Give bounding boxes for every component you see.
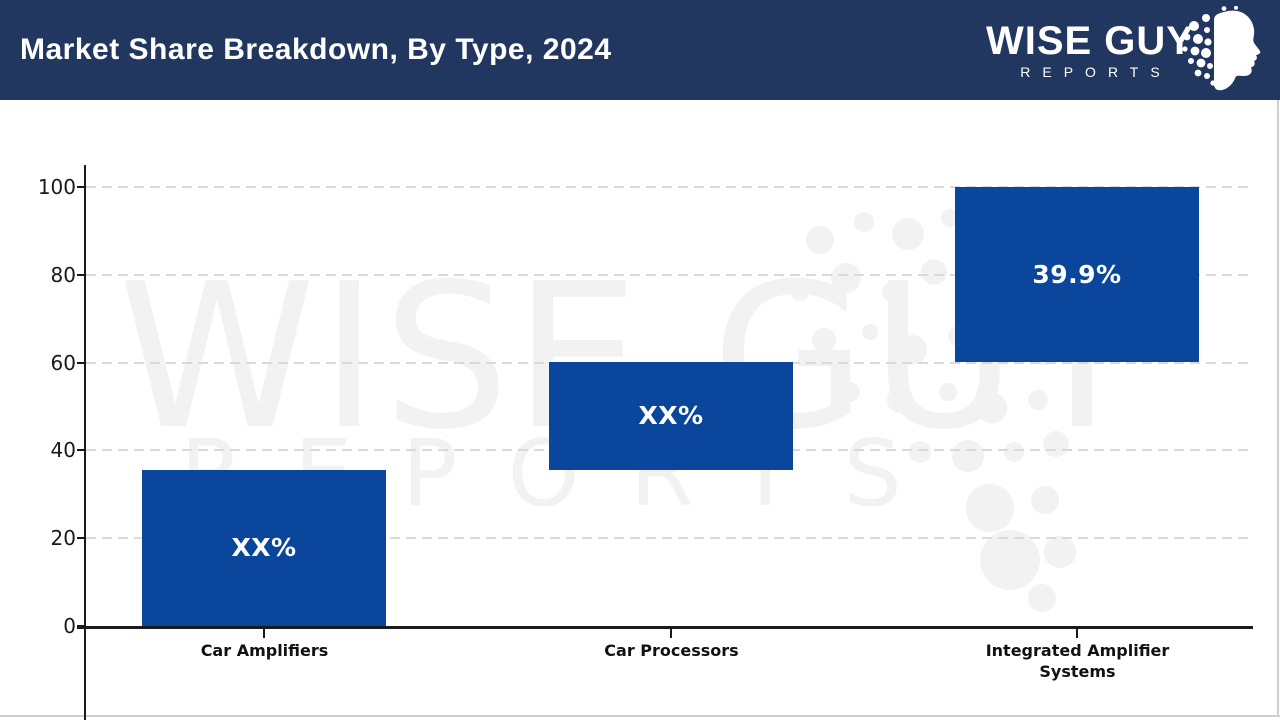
- xtick-mark-0: [263, 629, 265, 638]
- bar-value-label: XX%: [638, 401, 704, 431]
- ytick-label-0: 0: [63, 614, 76, 638]
- logo-wordmark: WISE GUY REPORTS: [986, 21, 1194, 79]
- header-band: Market Share Breakdown, By Type, 2024 WI…: [0, 0, 1280, 100]
- x-axis-line: [77, 626, 1253, 629]
- wise-guy-reports-logo: WISE GUY REPORTS: [986, 6, 1266, 94]
- bar-car-amplifiers: XX%: [142, 469, 386, 626]
- logo-face-icon: [1182, 6, 1261, 91]
- logo-reports-text: REPORTS: [1020, 64, 1172, 80]
- xtick-mark-2: [1076, 629, 1078, 638]
- bar-value-label: 39.9%: [1032, 260, 1122, 290]
- ytick-label-80: 80: [50, 262, 76, 287]
- gridline-y100: [86, 186, 1253, 188]
- category-label-2: Integrated Amplifier Systems: [985, 641, 1170, 681]
- ytick-label-100: 100: [37, 175, 76, 199]
- ytick-mark-80: [77, 273, 85, 276]
- bar-integrated-amplifier-systems: 39.9%: [955, 187, 1199, 363]
- gridline-y80: [86, 273, 1253, 276]
- bottom-hairline: [0, 715, 1280, 717]
- xtick-mark-1: [670, 629, 672, 638]
- gridline-y20: [86, 537, 1253, 540]
- category-label-0: Car Amplifiers: [200, 641, 329, 660]
- bar-car-processors: XX%: [549, 362, 793, 470]
- plot-area: 0 20 40 60 80 100 XX% Car Amplifiers XX% Car Proc…: [0, 100, 1280, 720]
- category-label-1: Car Processors: [604, 641, 739, 660]
- chart-title: Market Share Breakdown, By Type, 2024: [20, 33, 612, 66]
- ytick-mark-40: [77, 449, 85, 452]
- logo-wiseguy-text: WISE GUY: [985, 19, 1194, 63]
- y-axis-line: [84, 165, 86, 720]
- ytick-label-60: 60: [50, 350, 76, 375]
- ytick-mark-100: [77, 186, 85, 188]
- ytick-label-40: 40: [50, 438, 76, 463]
- ytick-mark-60: [77, 361, 85, 364]
- bar-value-label: XX%: [231, 533, 297, 563]
- ytick-mark-20: [77, 537, 85, 540]
- right-hairline: [1277, 100, 1279, 716]
- ytick-label-20: 20: [50, 526, 76, 551]
